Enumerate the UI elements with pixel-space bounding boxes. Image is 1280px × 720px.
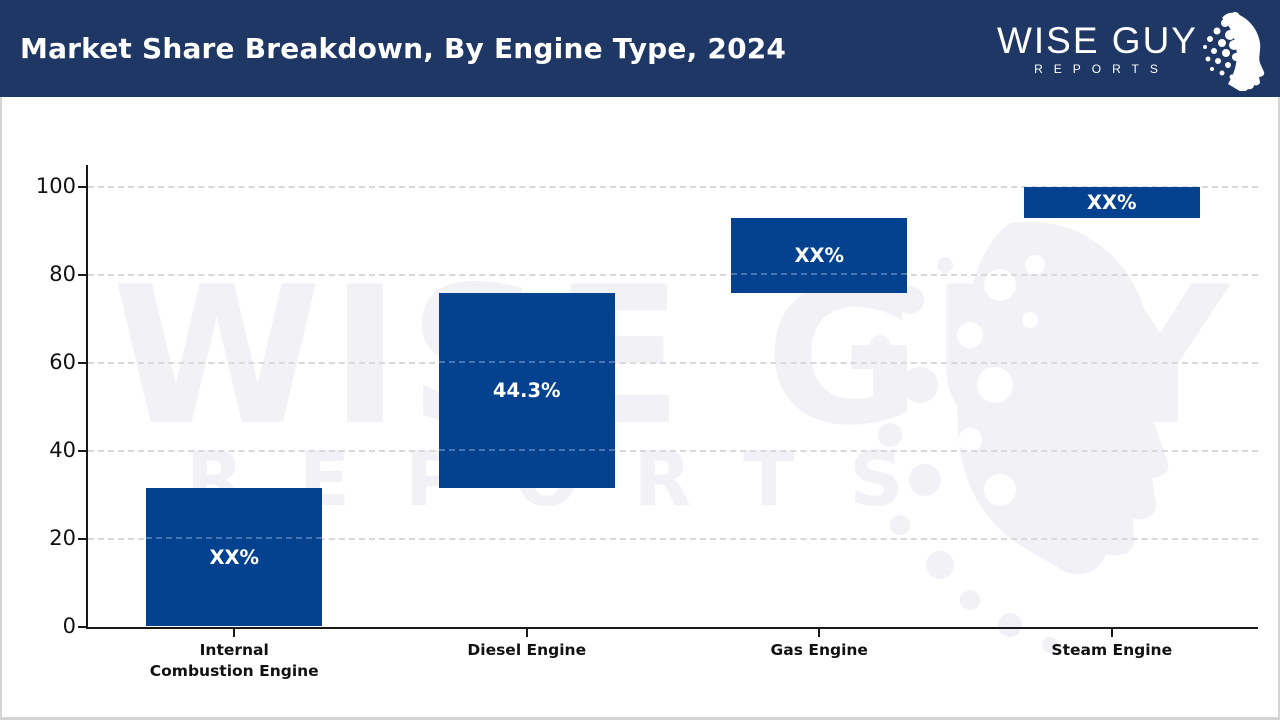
- category-label-line: Combustion Engine: [149, 662, 319, 680]
- category-label-line: Steam Engine: [1051, 641, 1173, 659]
- y-tick: [78, 361, 86, 364]
- category-label-line: Diesel Engine: [467, 641, 587, 659]
- y-tick: [78, 625, 86, 628]
- page-border-left: [0, 97, 2, 720]
- page-border-right: [1278, 97, 1280, 720]
- gridline: [88, 273, 1258, 276]
- y-tick-label: 20: [49, 525, 76, 550]
- y-tick-label: 0: [62, 613, 76, 638]
- page-title: Market Share Breakdown, By Engine Type, …: [20, 32, 787, 65]
- y-tick: [78, 537, 86, 540]
- y-tick: [78, 185, 86, 188]
- y-tick-label: 100: [35, 173, 76, 198]
- category-label: Steam Engine: [982, 640, 1242, 661]
- bar-value-label: 44.3%: [492, 378, 561, 402]
- y-tick-label: 80: [49, 261, 76, 286]
- y-tick-label: 60: [49, 349, 76, 374]
- category-label-line: Gas Engine: [770, 641, 868, 659]
- logo-subtitle: REPORTS: [1034, 61, 1169, 76]
- gridline: [88, 449, 1258, 452]
- gridline-over-bar: [438, 361, 615, 364]
- y-tick: [78, 273, 86, 276]
- bar: 44.3%: [438, 292, 615, 488]
- gridline-over-bar: [438, 449, 615, 452]
- page-border-bottom: [0, 717, 1280, 720]
- bar: XX%: [1023, 186, 1200, 219]
- gridline-over-bar: [146, 537, 323, 540]
- logo-wordmark: WISE GUY: [996, 19, 1198, 61]
- wiseguy-logo: WISE GUY REPORTS: [997, 7, 1266, 91]
- bar-value-label: XX%: [209, 545, 260, 569]
- x-tick: [233, 628, 236, 637]
- y-tick: [78, 449, 86, 452]
- x-tick: [525, 628, 528, 637]
- gridline: [88, 361, 1258, 364]
- y-tick-label: 40: [49, 437, 76, 462]
- bar-value-label: XX%: [1086, 190, 1137, 214]
- watermark-head-graphic: [869, 221, 1169, 653]
- wiseguy-logo-text: WISE GUY REPORTS: [997, 22, 1198, 76]
- gridline-over-bar: [731, 273, 908, 276]
- bar: XX%: [731, 218, 908, 293]
- x-axis-line: [86, 626, 1258, 629]
- bar-value-label: XX%: [794, 244, 845, 268]
- category-label: Internal Combustion Engine: [104, 640, 364, 682]
- category-label: Diesel Engine: [397, 640, 657, 661]
- bar: XX%: [146, 487, 323, 627]
- wiseguy-face-icon: [1203, 11, 1265, 91]
- category-label: Gas Engine: [689, 640, 949, 661]
- x-tick: [818, 628, 821, 637]
- gridline: [88, 185, 1258, 188]
- category-label-line: Internal: [199, 641, 269, 659]
- gridline: [88, 537, 1258, 540]
- x-tick: [1110, 628, 1113, 637]
- header-bar: Market Share Breakdown, By Engine Type, …: [0, 0, 1280, 97]
- y-axis-line: [86, 165, 88, 629]
